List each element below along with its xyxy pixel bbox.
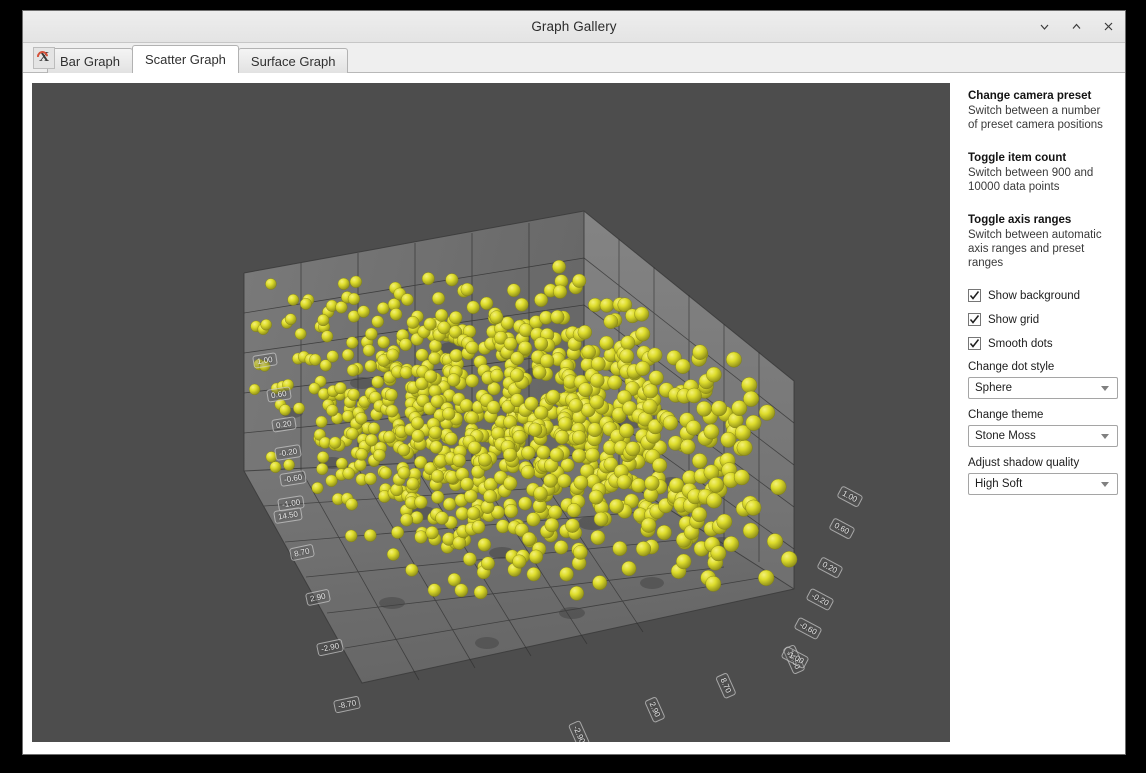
shadow-quality-select[interactable]: High Soft — [968, 473, 1118, 495]
label-change-theme: Change theme — [968, 409, 1044, 421]
application-window: Graph Gallery X Bar G — [22, 10, 1126, 755]
chevron-down-icon — [1101, 481, 1109, 487]
dot-style-select[interactable]: Sphere — [968, 377, 1118, 399]
button-title: Toggle item count — [968, 152, 1067, 164]
checkmark-icon — [968, 289, 981, 302]
tab-label: Surface Graph — [250, 53, 336, 69]
window-title: Graph Gallery — [531, 19, 617, 34]
app-icon-container: X — [33, 47, 57, 71]
button-description: Switch between 900 and 10000 data points — [968, 167, 1094, 193]
button-title: Toggle axis ranges — [968, 214, 1072, 226]
axis-ranges-block: Toggle axis ranges Switch between automa… — [968, 213, 1118, 270]
toggle-axis-ranges-button[interactable]: Toggle axis ranges Switch between automa… — [968, 213, 1110, 270]
close-icon[interactable] — [1099, 18, 1117, 36]
checkbox-label: Show background — [988, 289, 1081, 302]
theme-select[interactable]: Stone Moss — [968, 425, 1118, 447]
selected-value: Stone Moss — [975, 430, 1036, 442]
button-description: Switch between automatic axis ranges and… — [968, 229, 1102, 269]
checkmark-icon — [968, 313, 981, 326]
tab-label: Bar Graph — [60, 53, 120, 69]
maximize-icon[interactable] — [1067, 18, 1085, 36]
scatter-data-points — [249, 259, 798, 601]
tab-bar-graph[interactable]: Bar Graph — [47, 48, 133, 73]
window-titlebar: Graph Gallery — [23, 11, 1125, 43]
scatter-3d-scene — [32, 83, 950, 731]
checkbox-show-grid[interactable]: Show grid — [968, 313, 1118, 326]
tab-bar: Bar Graph Scatter Graph Surface Graph — [23, 43, 1125, 73]
chevron-down-icon — [1101, 385, 1109, 391]
checkbox-label: Show grid — [988, 313, 1040, 326]
label-change-dot-style: Change dot style — [968, 361, 1055, 373]
checkbox-label: Smooth dots — [988, 337, 1053, 350]
selected-value: Sphere — [975, 382, 1013, 394]
button-title: Change camera preset — [968, 90, 1092, 102]
camera-preset-block: Change camera preset Switch between a nu… — [968, 89, 1118, 132]
controls-panel: Change camera preset Switch between a nu… — [950, 83, 1118, 742]
x-application-icon[interactable]: X — [33, 47, 55, 69]
label-adjust-shadow-quality: Adjust shadow quality — [968, 457, 1080, 469]
x-glyph: X — [38, 50, 50, 65]
tab-label: Scatter Graph — [144, 52, 226, 67]
chevron-down-icon — [1101, 433, 1109, 439]
change-camera-preset-button[interactable]: Change camera preset Switch between a nu… — [968, 89, 1110, 132]
tab-surface-graph[interactable]: Surface Graph — [237, 48, 349, 73]
checkbox-smooth-dots[interactable]: Smooth dots — [968, 337, 1118, 350]
scatter-graph-viewport[interactable]: 1.00 0.60 0.20 -0.20 -0.60 -1.00 14.50 8… — [32, 83, 950, 742]
checkbox-show-background[interactable]: Show background — [968, 289, 1118, 302]
toggle-item-count-button[interactable]: Toggle item count Switch between 900 and… — [968, 151, 1110, 194]
tab-scatter-graph[interactable]: Scatter Graph — [131, 45, 239, 73]
button-description: Switch between a number of preset camera… — [968, 105, 1103, 131]
selected-value: High Soft — [975, 478, 1023, 490]
item-count-block: Toggle item count Switch between 900 and… — [968, 151, 1118, 194]
tab-content-panel: 1.00 0.60 0.20 -0.20 -0.60 -1.00 14.50 8… — [23, 73, 1125, 754]
minimize-icon[interactable] — [1035, 18, 1053, 36]
checkmark-icon — [968, 337, 981, 350]
window-controls — [1035, 18, 1117, 36]
